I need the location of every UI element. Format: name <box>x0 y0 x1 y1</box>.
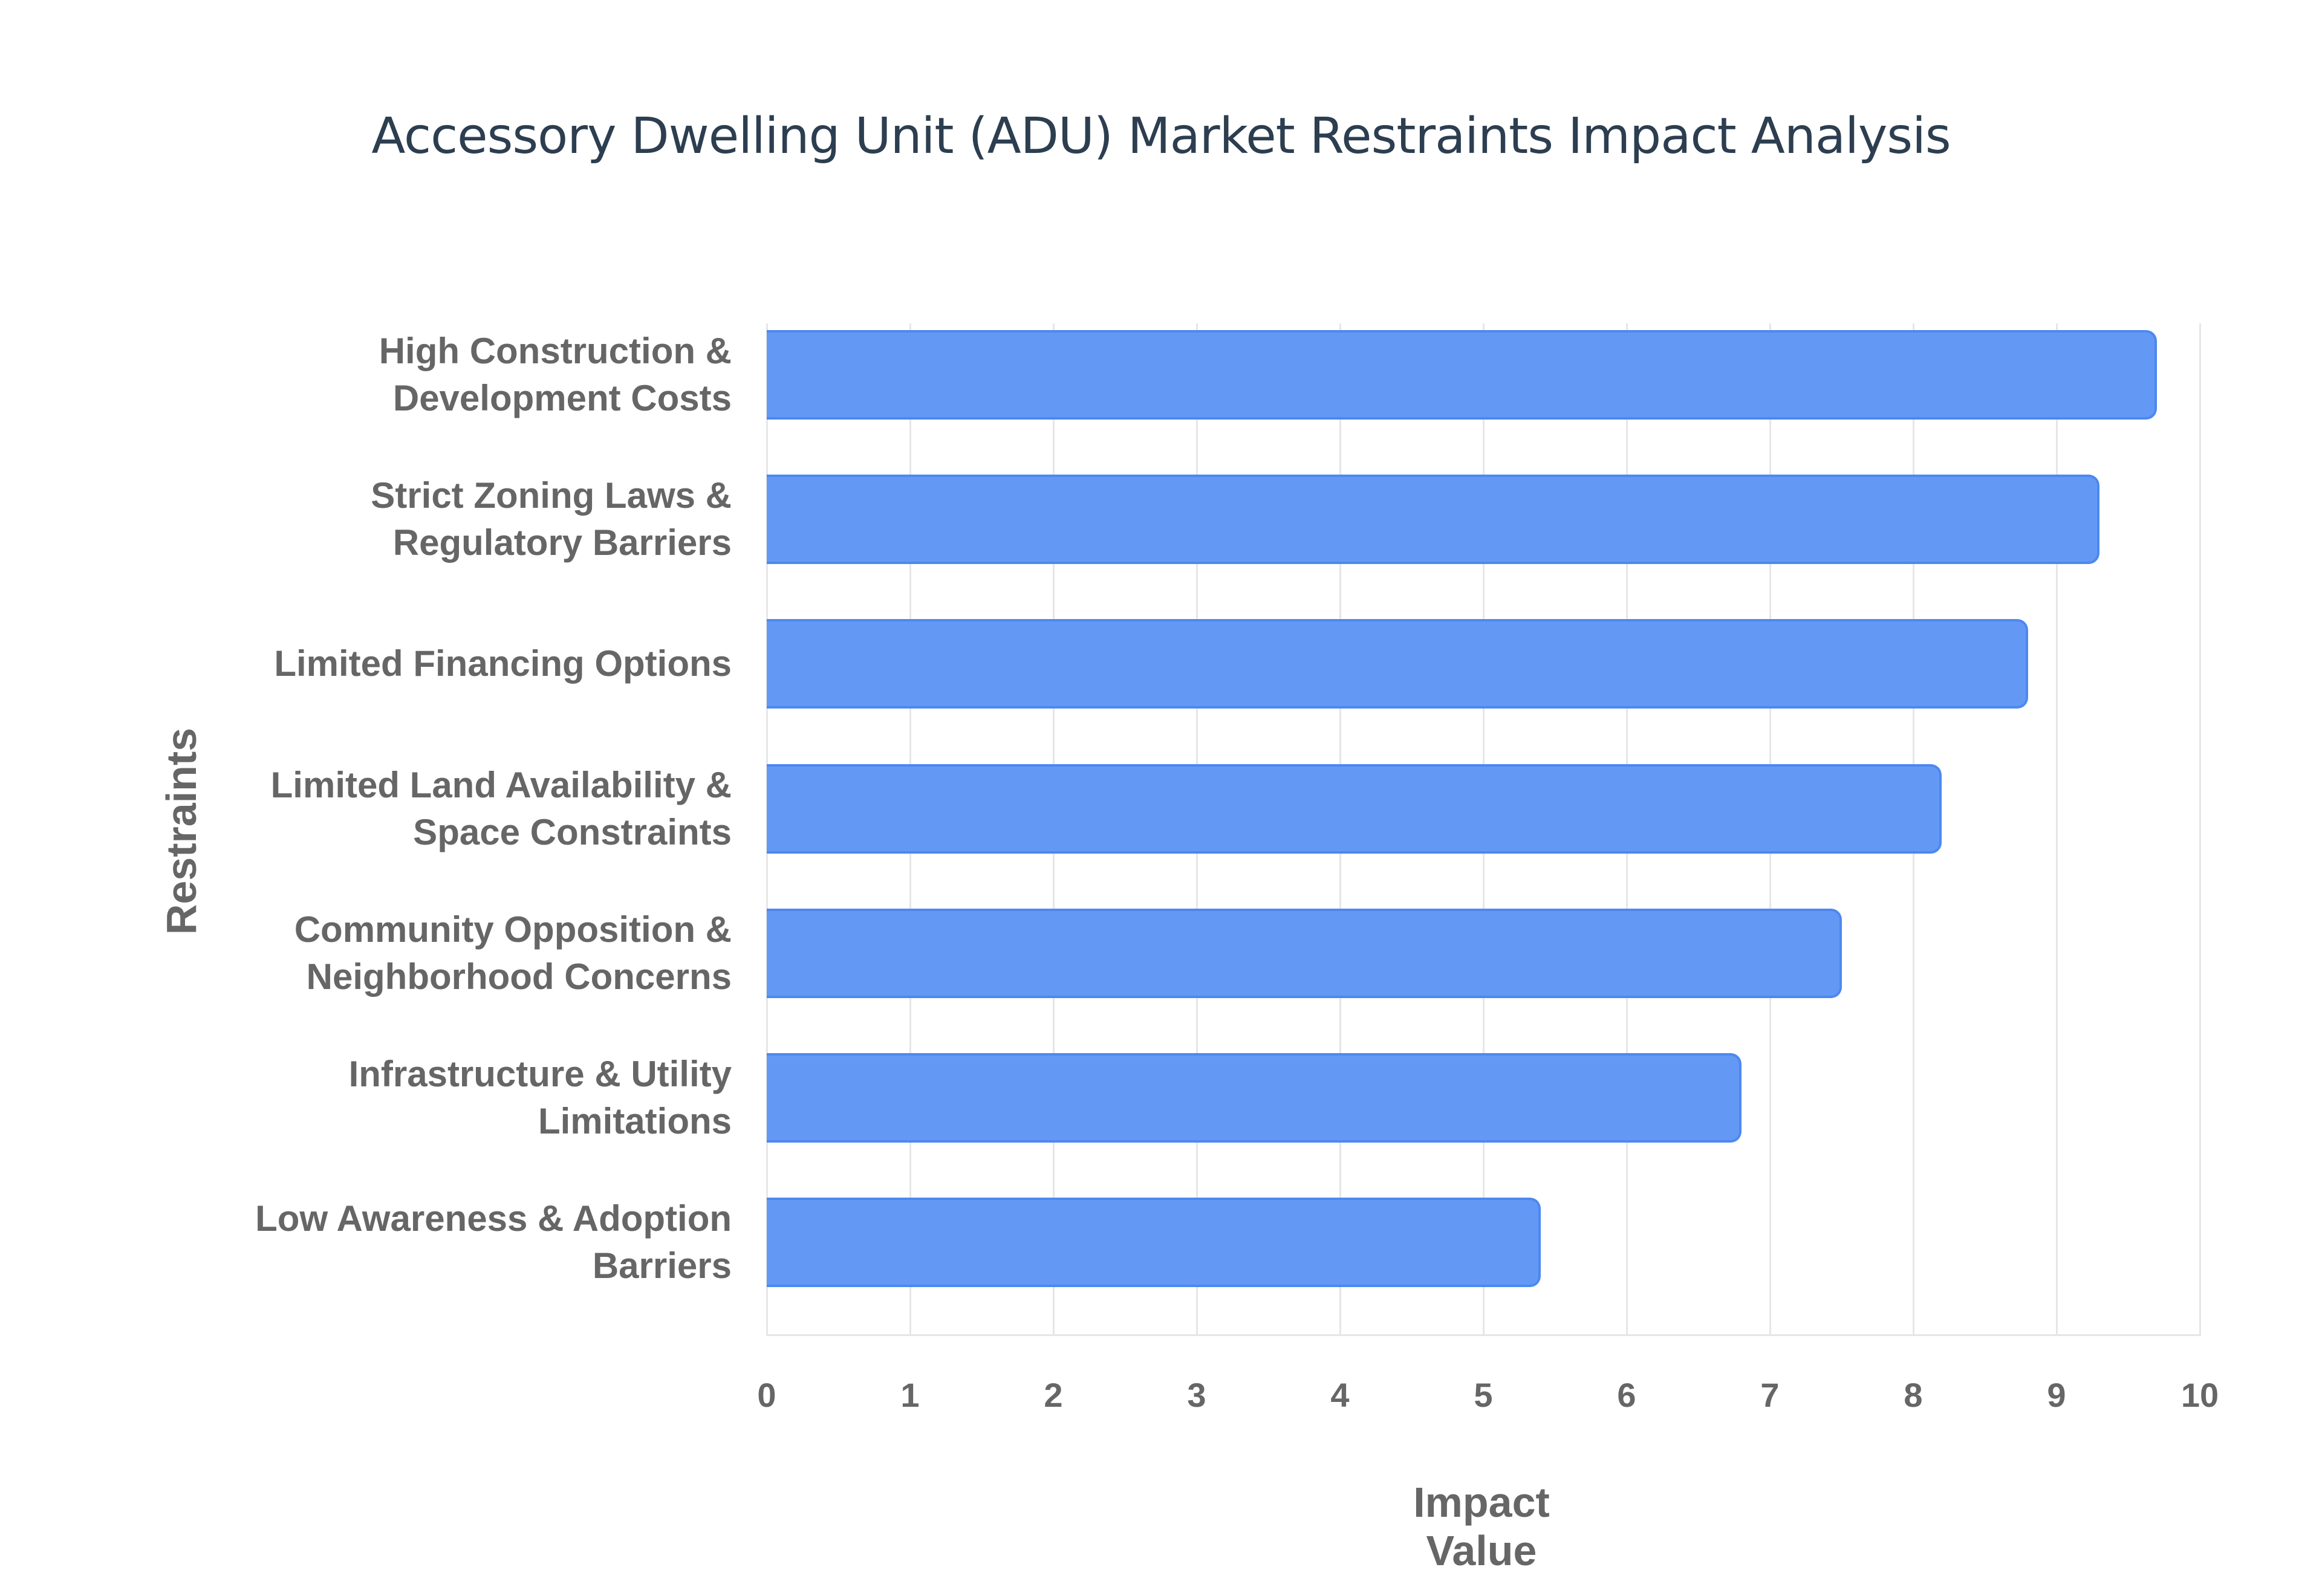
y-category-label: High Construction & Development Costs <box>379 330 732 418</box>
y-category-label: Community Opposition & Neighborhood Conce… <box>294 909 732 997</box>
y-category-label: Strict Zoning Laws & Regulatory Barriers <box>371 475 732 563</box>
y-category-label: Limited Land Availability & Space Constra… <box>270 764 732 852</box>
plot-area <box>766 323 2201 1336</box>
y-category-label: Low Awareness & Adoption Barriers <box>255 1198 732 1286</box>
gridline <box>2056 323 2058 1336</box>
gridline <box>2199 323 2201 1336</box>
x-tick-label: 1 <box>900 1376 920 1414</box>
bar[interactable] <box>767 908 1842 998</box>
x-tick-label: 5 <box>1474 1376 1493 1414</box>
bar[interactable] <box>767 619 2028 709</box>
bar[interactable] <box>767 329 2157 420</box>
x-tick-label: 4 <box>1330 1376 1350 1414</box>
x-tick-label: 3 <box>1187 1376 1206 1414</box>
x-tick-label: 0 <box>757 1376 776 1414</box>
x-tick-label: 8 <box>1904 1376 1923 1414</box>
bar[interactable] <box>767 474 2100 564</box>
x-tick-label: 2 <box>1044 1376 1063 1414</box>
x-tick-label: 7 <box>1760 1376 1780 1414</box>
x-axis-title: Impact Value <box>1413 1479 1550 1574</box>
x-tick-label: 10 <box>2181 1376 2219 1414</box>
y-axis-title: Restraints <box>158 727 205 935</box>
chart-title: Accessory Dwelling Unit (ADU) Market Res… <box>371 108 1951 165</box>
bar[interactable] <box>767 764 1942 854</box>
x-tick-label: 6 <box>1617 1376 1636 1414</box>
bar[interactable] <box>767 1198 1541 1288</box>
bar[interactable] <box>767 1053 1742 1143</box>
x-tick-label: 9 <box>2047 1376 2066 1414</box>
y-category-label: Infrastructure & Utility Limitations <box>348 1054 732 1142</box>
x-axis-line <box>767 1334 2200 1336</box>
y-category-label: Limited Financing Options <box>274 643 732 684</box>
